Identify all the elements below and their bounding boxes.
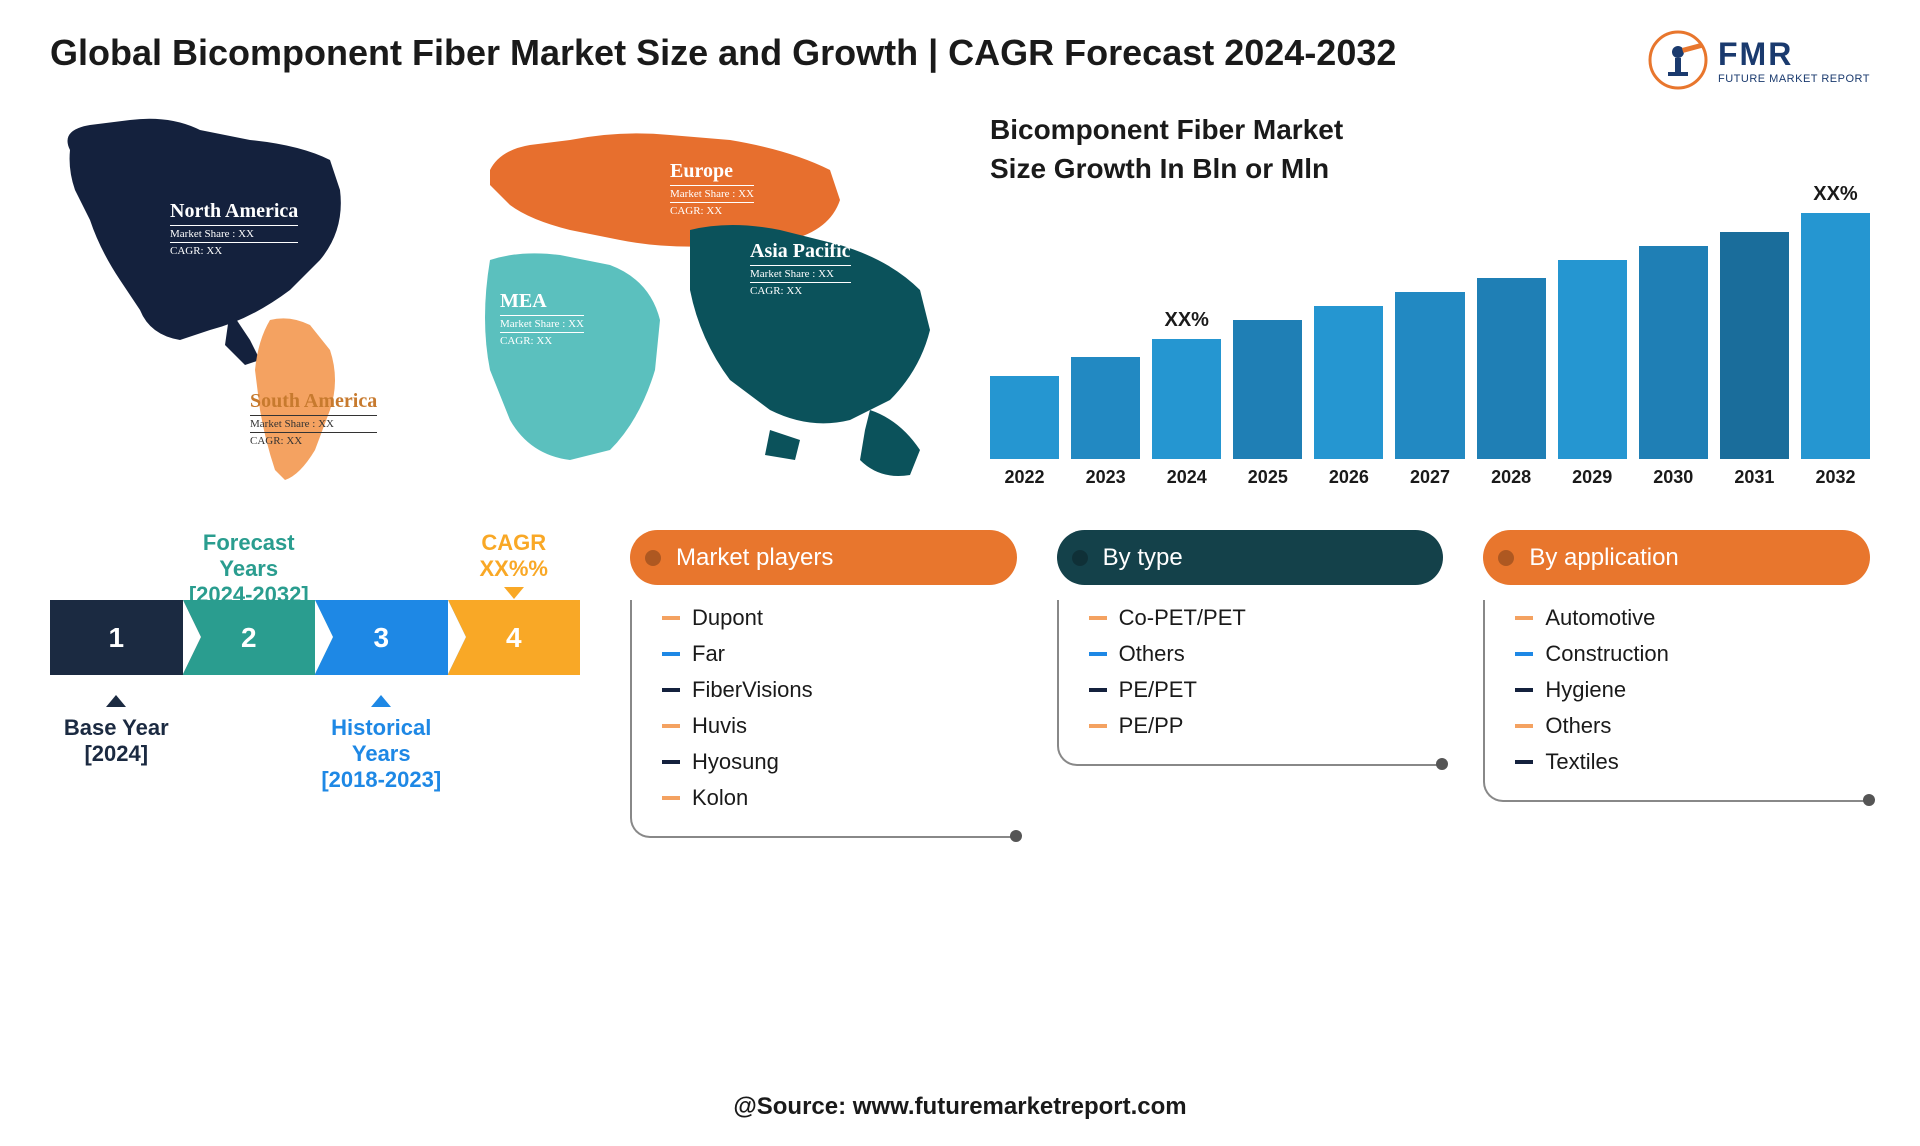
- bar-year-label: 2025: [1248, 467, 1288, 488]
- world-map: North America Market Share : XX CAGR: XX…: [50, 110, 950, 490]
- bar-chart-section: Bicomponent Fiber Market Size Growth In …: [990, 110, 1870, 490]
- info-item: PE/PP: [1089, 708, 1424, 744]
- bar-rect: [1071, 357, 1140, 459]
- timeline-seg-2: 2: [183, 600, 316, 675]
- region-label-sa: South America Market Share : XX CAGR: XX: [250, 390, 377, 447]
- info-item: Others: [1089, 636, 1424, 672]
- bar-2031: 2031: [1720, 232, 1789, 489]
- info-column: By application AutomotiveConstructionHyg…: [1483, 530, 1870, 838]
- bar-year-label: 2027: [1410, 467, 1450, 488]
- bar-year-label: 2023: [1086, 467, 1126, 488]
- bar-rect: [1558, 260, 1627, 460]
- bar-2030: 2030: [1639, 246, 1708, 489]
- bar-annotation: XX%: [1813, 183, 1857, 206]
- logo: FMR FUTURE MARKET REPORT: [1648, 30, 1870, 90]
- region-label-mea: MEA Market Share : XX CAGR: XX: [500, 290, 584, 347]
- bar-2022: 2022: [990, 376, 1059, 489]
- bar-2032: XX% 2032: [1801, 213, 1870, 488]
- bar-rect: [1477, 278, 1546, 459]
- bar-2028: 2028: [1477, 278, 1546, 488]
- chart-title: Bicomponent Fiber Market Size Growth In …: [990, 110, 1390, 188]
- bar-year-label: 2026: [1329, 467, 1369, 488]
- bar-2029: 2029: [1558, 260, 1627, 489]
- bar-year-label: 2024: [1167, 467, 1207, 488]
- info-item: Far: [662, 636, 997, 672]
- info-item: Dupont: [662, 600, 997, 636]
- timeline-label: CAGRXX%%: [448, 530, 581, 599]
- bar-annotation: XX%: [1165, 309, 1209, 332]
- bar-rect: [1395, 292, 1464, 459]
- logo-sub: FUTURE MARKET REPORT: [1718, 73, 1870, 85]
- info-item: Textiles: [1515, 744, 1850, 780]
- info-column: By type Co-PET/PETOthersPE/PETPE/PP: [1057, 530, 1444, 838]
- info-item: FiberVisions: [662, 672, 997, 708]
- info-item: Construction: [1515, 636, 1850, 672]
- bar-2023: 2023: [1071, 357, 1140, 488]
- info-item: PE/PET: [1089, 672, 1424, 708]
- info-item: Kolon: [662, 780, 997, 816]
- region-label-ap: Asia Pacific Market Share : XX CAGR: XX: [750, 240, 851, 297]
- telescope-icon: [1648, 30, 1708, 90]
- info-item: Huvis: [662, 708, 997, 744]
- info-list: DupontFarFiberVisionsHuvisHyosungKolon: [630, 600, 1017, 838]
- bar-2026: 2026: [1314, 306, 1383, 488]
- page-title: Global Bicomponent Fiber Market Size and…: [50, 30, 1396, 77]
- bar-2027: 2027: [1395, 292, 1464, 488]
- info-item: Others: [1515, 708, 1850, 744]
- bar-year-label: 2028: [1491, 467, 1531, 488]
- timeline: Forecast Years[2024-2032]CAGRXX%% 1234 B…: [50, 530, 580, 770]
- region-label-eu: Europe Market Share : XX CAGR: XX: [670, 160, 754, 217]
- header: Global Bicomponent Fiber Market Size and…: [50, 30, 1870, 90]
- logo-main: FMR: [1718, 36, 1870, 73]
- bar-year-label: 2031: [1734, 467, 1774, 488]
- bar-rect: [1314, 306, 1383, 459]
- map-mea: [450, 240, 690, 470]
- bar-year-label: 2030: [1653, 467, 1693, 488]
- region-label-na: North America Market Share : XX CAGR: XX: [170, 200, 298, 257]
- bar-rect: [1233, 320, 1302, 459]
- timeline-seg-4: 4: [448, 600, 581, 675]
- info-header: By application: [1483, 530, 1870, 585]
- bar-chart: 2022 2023 XX% 2024 2025 2026 2027 2028 2…: [990, 208, 1870, 488]
- info-header: By type: [1057, 530, 1444, 585]
- bar-rect: [1720, 232, 1789, 460]
- timeline-bar: 1234: [50, 600, 580, 675]
- timeline-seg-3: 3: [315, 600, 448, 675]
- info-header: Market players: [630, 530, 1017, 585]
- bar-rect: [990, 376, 1059, 460]
- bar-year-label: 2022: [1005, 467, 1045, 488]
- info-list: Co-PET/PETOthersPE/PETPE/PP: [1057, 600, 1444, 766]
- timeline-seg-1: 1: [50, 600, 183, 675]
- timeline-label: Base Year[2024]: [50, 690, 183, 767]
- info-item: Hyosung: [662, 744, 997, 780]
- bar-rect: XX%: [1152, 339, 1221, 460]
- bar-rect: XX%: [1801, 213, 1870, 459]
- source-text: @Source: www.futuremarketreport.com: [733, 1093, 1186, 1121]
- info-item: Co-PET/PET: [1089, 600, 1424, 636]
- bar-2025: 2025: [1233, 320, 1302, 488]
- info-column: Market players DupontFarFiberVisionsHuvi…: [630, 530, 1017, 838]
- bar-year-label: 2032: [1815, 467, 1855, 488]
- timeline-label: Historical Years[2018-2023]: [315, 690, 448, 793]
- info-item: Automotive: [1515, 600, 1850, 636]
- bar-2024: XX% 2024: [1152, 339, 1221, 489]
- info-item: Hygiene: [1515, 672, 1850, 708]
- bar-rect: [1639, 246, 1708, 460]
- info-columns: Market players DupontFarFiberVisionsHuvi…: [630, 530, 1870, 838]
- bar-year-label: 2029: [1572, 467, 1612, 488]
- info-list: AutomotiveConstructionHygieneOthersTexti…: [1483, 600, 1870, 802]
